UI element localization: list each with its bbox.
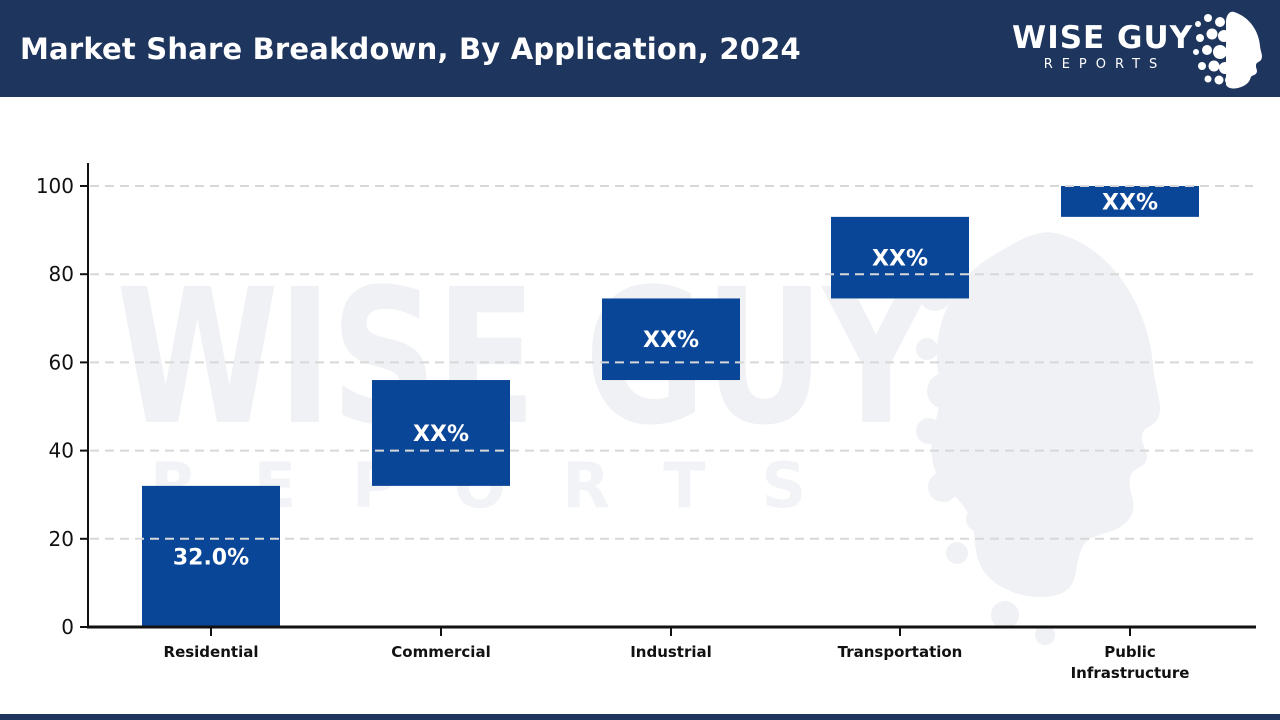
brand-subname: REPORTS xyxy=(1043,56,1167,72)
bar-industrial xyxy=(602,298,740,381)
chart-region: WISE GUY REPORTS 32.0%XX%XX%XX%XX%020406… xyxy=(0,97,1280,714)
brand-face-icon xyxy=(1193,11,1262,89)
x-tick-label-transportation: Transportation xyxy=(838,643,963,661)
bar-label-commercial: XX% xyxy=(413,422,469,447)
bar-public-infrastructure xyxy=(1061,186,1199,217)
bar-transportation xyxy=(831,216,969,299)
bar-residential xyxy=(142,485,280,627)
waterfall-chart: 32.0% XX% XX% XX% XX% 0 20 40 60 80 100 Residential… xyxy=(36,163,1256,682)
brand-name: WISE GUY xyxy=(1012,20,1194,56)
x-tick-label-commercial: Commercial xyxy=(391,643,490,661)
y-tick-label-20: 20 xyxy=(49,527,74,551)
brand-logo-text: WISE GUY REPORTS xyxy=(1012,22,1192,72)
y-tick-label-60: 60 xyxy=(49,350,74,374)
y-tick-label-80: 80 xyxy=(49,262,74,286)
x-tick-label-residential: Residential xyxy=(164,643,259,661)
bar-label-industrial: XX% xyxy=(643,328,699,353)
bar-label-residential: 32.0% xyxy=(173,545,249,570)
bar-label-transportation: XX% xyxy=(872,247,928,272)
x-tick-label-public-infrastructure: Public Infrastructure xyxy=(1071,643,1190,682)
footer-band xyxy=(0,714,1280,720)
bar-label-public-infrastructure: XX% xyxy=(1102,190,1158,215)
header-band: Market Share Breakdown, By Application, … xyxy=(0,0,1280,97)
bar-commercial xyxy=(372,380,510,486)
x-tick-label-industrial: Industrial xyxy=(630,643,712,661)
y-tick-label-100: 100 xyxy=(36,174,74,198)
y-tick-label-0: 0 xyxy=(61,615,74,639)
brand-logo: WISE GUY REPORTS xyxy=(1012,8,1262,90)
page-title: Market Share Breakdown, By Application, … xyxy=(20,31,801,66)
y-tick-label-40: 40 xyxy=(49,439,74,463)
